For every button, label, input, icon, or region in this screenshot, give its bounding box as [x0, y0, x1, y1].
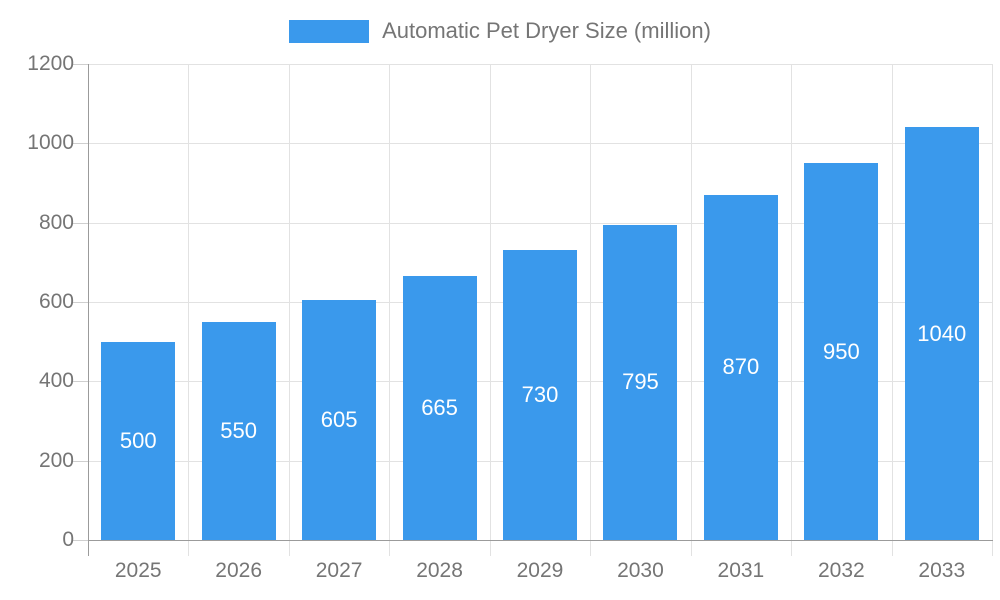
gridline-horizontal [88, 143, 992, 145]
bar-2025: 500 [101, 341, 176, 540]
x-axis-label: 2027 [315, 559, 363, 582]
bar-2032: 950 [804, 163, 879, 540]
bar-2028: 665 [402, 276, 477, 540]
bar-value-label: 870 [722, 354, 760, 380]
gridline-vertical [489, 64, 491, 556]
legend-swatch-icon [289, 19, 370, 43]
x-axis-label: 2026 [215, 559, 263, 582]
x-axis-label: 2033 [918, 559, 966, 582]
y-axis-tick [73, 381, 88, 383]
gridline-vertical [288, 64, 290, 556]
bar-value-label: 1040 [917, 320, 967, 346]
bar-value-label: 950 [822, 338, 860, 364]
gridline-vertical [891, 64, 893, 556]
gridline-vertical [188, 64, 190, 556]
y-axis-label: 400 [38, 369, 74, 393]
x-axis-label: 2030 [617, 559, 664, 582]
y-axis-tick [73, 540, 88, 541]
y-axis-line [88, 64, 89, 556]
bar-value-label: 605 [320, 407, 358, 432]
bar-value-label: 550 [220, 417, 258, 443]
chart-legend: Automatic Pet Dryer Size (million) [0, 19, 1000, 43]
bar-value-label: 795 [622, 369, 659, 395]
gridline-vertical [590, 64, 592, 556]
x-axis-label: 2028 [416, 559, 463, 582]
bar-value-label: 730 [521, 382, 559, 408]
gridline-horizontal [88, 222, 992, 224]
gridline-horizontal [88, 64, 992, 65]
y-axis-label: 0 [62, 528, 74, 551]
bar-2030: 795 [603, 224, 678, 540]
x-axis-label: 2031 [717, 559, 765, 582]
gridline-vertical [791, 64, 793, 556]
y-axis-tick [73, 460, 88, 462]
gridline-vertical [992, 64, 993, 556]
y-axis-label: 1000 [27, 131, 74, 155]
y-axis-tick [73, 64, 88, 65]
y-axis-label: 1200 [27, 52, 74, 75]
bar-value-label: 500 [119, 427, 157, 453]
bar-2027: 605 [302, 300, 377, 540]
y-axis-tick [73, 143, 88, 145]
bar-2029: 730 [503, 250, 577, 540]
gridline-vertical [389, 64, 391, 556]
y-axis-label: 800 [38, 210, 74, 234]
y-axis-label: 200 [38, 448, 74, 472]
bar-2031: 870 [703, 194, 778, 540]
x-axis-label: 2029 [516, 559, 564, 582]
gridline-vertical [690, 64, 692, 556]
x-axis-label: 2025 [114, 559, 162, 582]
bar-value-label: 665 [421, 395, 458, 421]
x-axis-label: 2032 [817, 559, 865, 582]
y-axis-label: 600 [38, 290, 74, 313]
bar-2026: 550 [201, 321, 276, 540]
bar-2033: 1040 [904, 127, 979, 540]
y-axis-tick [73, 302, 88, 303]
y-axis-tick [73, 222, 88, 224]
legend-label: Automatic Pet Dryer Size (million) [382, 18, 711, 43]
x-axis-line [88, 540, 993, 541]
